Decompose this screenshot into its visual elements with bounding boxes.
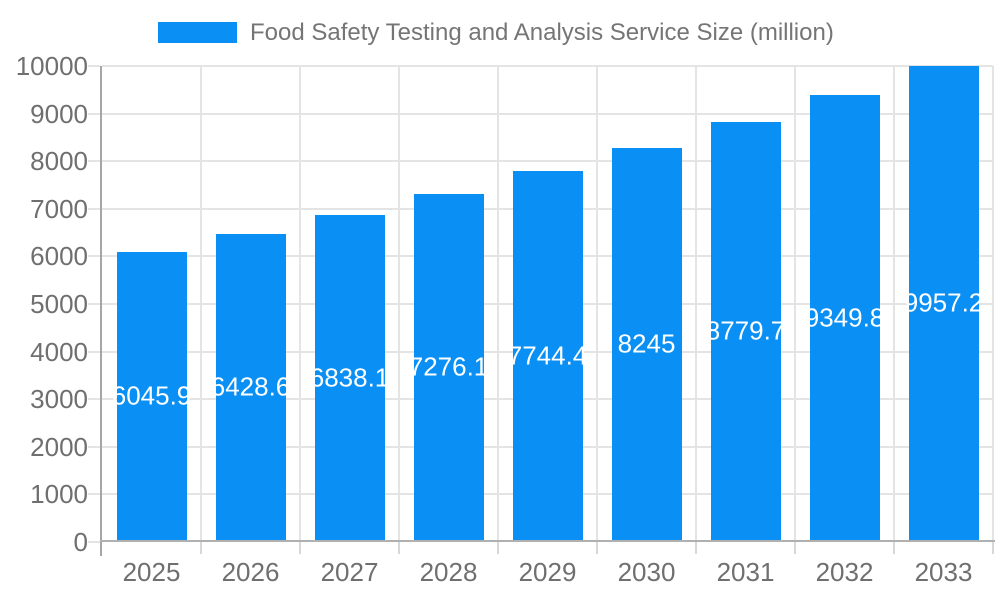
- y-axis-tick: [88, 350, 100, 353]
- legend-label: Food Safety Testing and Analysis Service…: [250, 19, 834, 46]
- bar-2025: 6045.9: [112, 252, 191, 540]
- y-axis-line: [100, 66, 102, 556]
- x-axis-label: 2025: [122, 557, 181, 587]
- y-axis-tick: [88, 303, 100, 305]
- y-axis-label: 5000: [30, 289, 88, 319]
- bar-2029: 7744.4: [508, 171, 587, 540]
- x-axis-tick: [695, 542, 697, 554]
- x-axis-tick: [299, 542, 301, 554]
- x-axis-label: 2029: [518, 557, 577, 587]
- bar-2031: 8779.7: [706, 122, 785, 540]
- x-axis-label: 2032: [815, 557, 874, 587]
- bar-value-label: 8245: [617, 328, 676, 359]
- y-axis-label: 6000: [30, 241, 88, 272]
- y-axis-tick: [88, 541, 100, 543]
- v-gridline: [695, 66, 697, 542]
- bar-value-label: 6045.9: [111, 380, 192, 411]
- bar-2032: 9349.8: [805, 95, 884, 540]
- chart-legend: Food Safety Testing and Analysis Service…: [158, 20, 834, 45]
- v-gridline: [200, 66, 202, 542]
- y-axis-label: 10000: [15, 51, 88, 81]
- y-axis-tick: [88, 207, 100, 210]
- x-axis-label: 2028: [419, 557, 478, 587]
- x-axis-tick: [992, 542, 994, 554]
- y-axis-tick: [88, 398, 100, 401]
- y-axis-tick: [88, 445, 100, 448]
- v-gridline: [398, 66, 400, 542]
- bar-2026: 6428.6: [211, 234, 290, 540]
- y-axis-tick: [88, 65, 100, 67]
- x-axis-label: 2031: [716, 557, 775, 587]
- y-axis-label: 3000: [30, 384, 88, 415]
- bar-value-label: 9957.2: [903, 287, 984, 318]
- bar-value-label: 7744.4: [507, 340, 588, 370]
- x-axis-label: 2030: [617, 557, 676, 587]
- x-axis-label: 2027: [320, 557, 379, 587]
- h-gridline: [102, 160, 993, 163]
- y-axis-tick: [88, 160, 100, 163]
- y-axis-label: 8000: [30, 146, 88, 177]
- y-axis-label: 0: [73, 527, 88, 557]
- h-gridline: [102, 112, 993, 115]
- bar-value-label: 8779.7: [705, 315, 786, 346]
- y-axis-tick: [88, 255, 100, 258]
- bar-2033: 9957.2: [904, 66, 983, 540]
- y-axis-label: 1000: [30, 479, 88, 510]
- y-axis-label: 4000: [30, 336, 88, 367]
- y-axis-tick: [88, 493, 100, 496]
- y-axis-label: 9000: [30, 98, 88, 129]
- v-gridline: [992, 66, 994, 542]
- v-gridline: [497, 66, 499, 542]
- bar-value-label: 7276.1: [408, 351, 489, 382]
- v-gridline: [596, 66, 598, 542]
- bar-2027: 6838.1: [310, 215, 389, 540]
- y-axis-label: 7000: [30, 193, 88, 224]
- bar-value-label: 9349.8: [804, 302, 885, 332]
- x-axis-label: 2026: [221, 557, 280, 587]
- y-axis-label: 2000: [30, 431, 88, 462]
- bar-2028: 7276.1: [409, 194, 488, 540]
- x-axis-tick: [794, 542, 796, 554]
- y-axis-tick: [88, 112, 100, 115]
- h-gridline: [102, 65, 993, 67]
- v-gridline: [299, 66, 301, 542]
- bar-value-label: 6428.6: [210, 371, 291, 402]
- x-axis-tick: [398, 542, 400, 554]
- legend-swatch: [158, 22, 237, 43]
- x-axis-tick: [596, 542, 598, 554]
- bar-value-label: 6838.1: [309, 362, 390, 392]
- x-axis-tick: [200, 542, 202, 554]
- v-gridline: [794, 66, 796, 542]
- x-axis-tick: [893, 542, 895, 554]
- x-axis-label: 2033: [914, 557, 973, 587]
- v-gridline: [893, 66, 895, 542]
- x-axis-line: [100, 540, 995, 542]
- x-axis-tick: [497, 542, 499, 554]
- plot-area: 6045.9 6428.6 6838.1 7276.1 7744.4 8245 8779.7…: [88, 65, 995, 556]
- bar-2030: 8245: [611, 148, 682, 540]
